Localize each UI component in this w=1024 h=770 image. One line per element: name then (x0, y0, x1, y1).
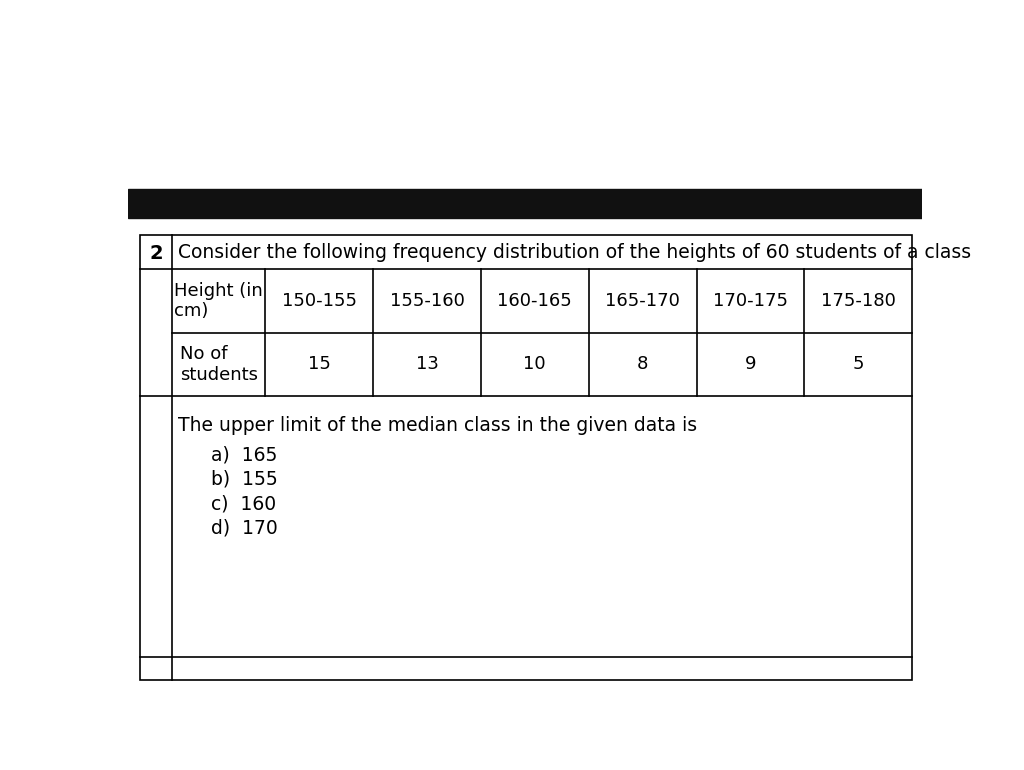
Bar (128, 189, 922, 218)
Text: 5: 5 (853, 355, 864, 373)
Text: The upper limit of the median class in the given data is: The upper limit of the median class in t… (178, 416, 697, 435)
Text: 175-180: 175-180 (821, 292, 896, 310)
Text: 15: 15 (307, 355, 331, 373)
Text: Consider the following frequency distribution of the heights of 60 students of a: Consider the following frequency distrib… (178, 243, 972, 262)
Text: 150-155: 150-155 (282, 292, 356, 310)
Text: 155-160: 155-160 (389, 292, 465, 310)
Text: 9: 9 (744, 355, 757, 373)
Text: 165-170: 165-170 (605, 292, 680, 310)
Text: d)  170: d) 170 (211, 519, 278, 538)
Text: 160-165: 160-165 (498, 292, 572, 310)
Bar (139, 235, 912, 680)
Text: 10: 10 (523, 355, 546, 373)
Text: a)  165: a) 165 (211, 445, 278, 464)
Text: 13: 13 (416, 355, 438, 373)
Text: b)  155: b) 155 (211, 470, 278, 489)
Text: 170-175: 170-175 (713, 292, 788, 310)
Text: No of
students: No of students (179, 345, 258, 383)
Text: c)  160: c) 160 (211, 494, 276, 514)
Text: 2: 2 (150, 244, 163, 263)
Text: Height (in
cm): Height (in cm) (174, 282, 263, 320)
Text: 8: 8 (637, 355, 648, 373)
